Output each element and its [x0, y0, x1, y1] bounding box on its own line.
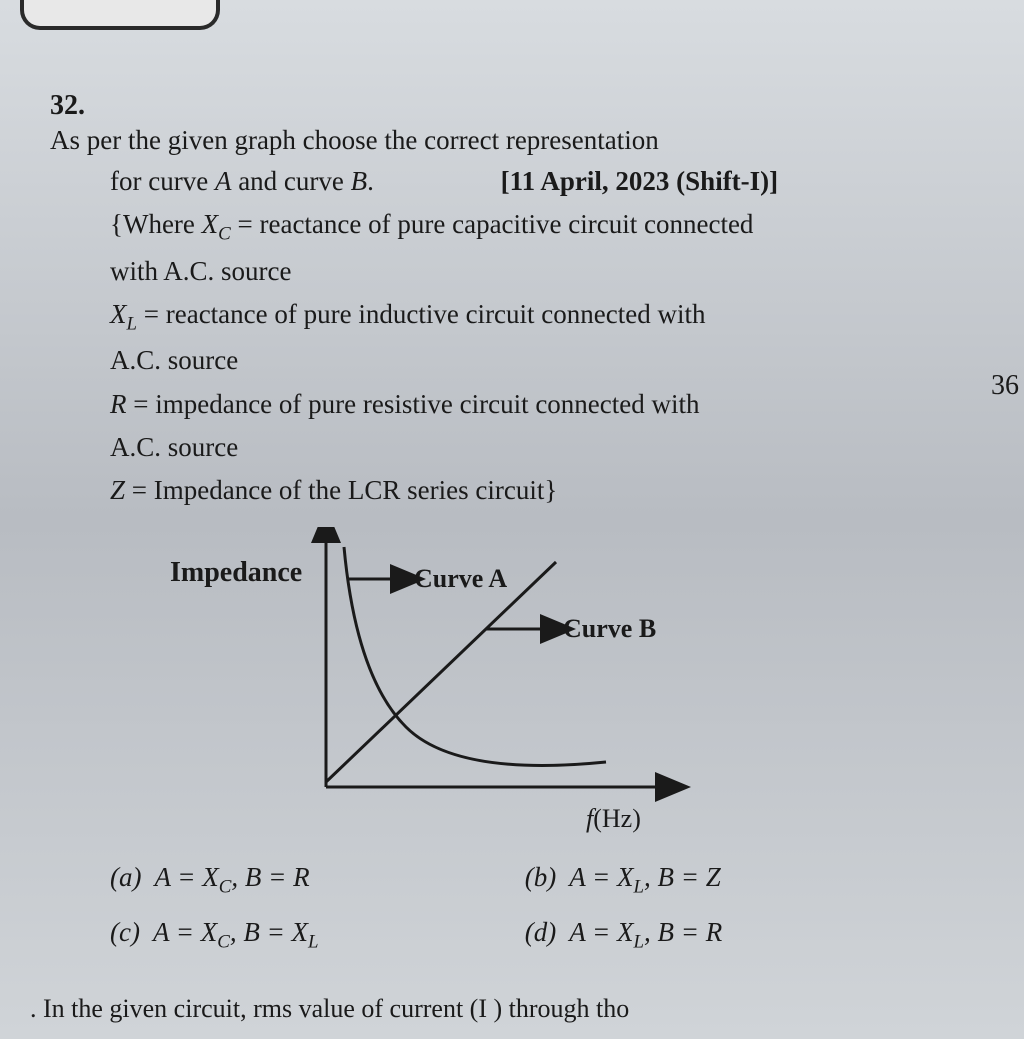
- xl-symbol: X: [110, 299, 127, 329]
- question-container: 32. As per the given graph choose the co…: [50, 90, 974, 971]
- def-xl-cont: A.C. source: [110, 339, 974, 382]
- option-c-bval: X: [292, 917, 309, 947]
- option-c-asub: C: [217, 931, 230, 952]
- def-r: R = impedance of pure resistive circuit …: [110, 383, 974, 426]
- z-symbol: Z: [110, 475, 125, 505]
- option-d-label: (d): [525, 917, 556, 947]
- x-axis-label: f(Hz): [586, 804, 641, 833]
- xc-symbol: X: [202, 209, 219, 239]
- chart-svg: Curve A Curve B f(Hz): [306, 527, 746, 837]
- def-xl: XL = reactance of pure inductive circuit…: [110, 293, 974, 340]
- option-b-aval: X: [617, 862, 634, 892]
- prompt-and-curve: and curve: [238, 166, 344, 196]
- option-c[interactable]: (c) A = XC, B = XL: [110, 917, 525, 953]
- curve-a-label: Curve A: [414, 564, 507, 593]
- option-a-bval: R: [293, 862, 310, 892]
- option-d-aval: X: [617, 917, 634, 947]
- z-def-text: = Impedance of the LCR series circuit}: [132, 475, 558, 505]
- brace-open: {Where: [110, 209, 195, 239]
- option-b[interactable]: (b) A = XL, B = Z: [525, 862, 940, 898]
- question-number: 32.: [50, 90, 85, 122]
- def-xc: {Where XC = reactance of pure capacitive…: [110, 203, 974, 250]
- option-a[interactable]: (a) A = XC, B = R: [110, 862, 525, 898]
- option-b-label: (b): [525, 862, 556, 892]
- option-d-asub: L: [633, 931, 644, 952]
- xc-def-text: = reactance of pure capacitive circuit c…: [238, 209, 754, 239]
- question-prompt-line2: for curve A and curve B. [11 April, 2023…: [110, 160, 974, 203]
- curve-a-name: A: [215, 166, 232, 196]
- footer-cutoff-text: . In the given circuit, rms value of cur…: [30, 994, 629, 1024]
- def-z: Z = Impedance of the LCR series circuit}: [110, 469, 974, 512]
- xl-def-text: = reactance of pure inductive circuit co…: [144, 299, 706, 329]
- exam-date-tag: [11 April, 2023 (Shift-I)]: [501, 166, 779, 196]
- y-axis-label: Impedance: [170, 557, 302, 589]
- option-c-bsub: L: [308, 931, 319, 952]
- r-def-text: = impedance of pure resistive circuit co…: [133, 389, 699, 419]
- header-tab-element: [20, 0, 220, 30]
- curve-b-name: B: [351, 166, 368, 196]
- option-d[interactable]: (d) A = XL, B = R: [525, 917, 940, 953]
- xl-subscript: L: [127, 313, 138, 334]
- question-prompt-line1: As per the given graph choose the correc…: [50, 122, 930, 160]
- option-a-label: (a): [110, 862, 141, 892]
- option-c-aval: X: [201, 917, 218, 947]
- option-b-bval: Z: [706, 862, 721, 892]
- option-a-aval: X: [202, 862, 219, 892]
- curve-b-label: Curve B: [563, 614, 656, 643]
- option-d-bval: R: [706, 917, 723, 947]
- margin-number: 36: [991, 370, 1019, 402]
- options-container: (a) A = XC, B = R (b) A = XL, B = Z (c) …: [110, 862, 974, 971]
- option-c-label: (c): [110, 917, 140, 947]
- impedance-chart: Impedance C: [170, 527, 974, 842]
- def-r-cont: A.C. source: [110, 426, 974, 469]
- xc-subscript: C: [218, 223, 231, 244]
- prompt-for-curve: for curve: [110, 166, 208, 196]
- r-symbol: R: [110, 389, 127, 419]
- option-a-asub: C: [219, 877, 232, 898]
- option-b-asub: L: [633, 877, 644, 898]
- def-xc-cont: with A.C. source: [110, 250, 974, 293]
